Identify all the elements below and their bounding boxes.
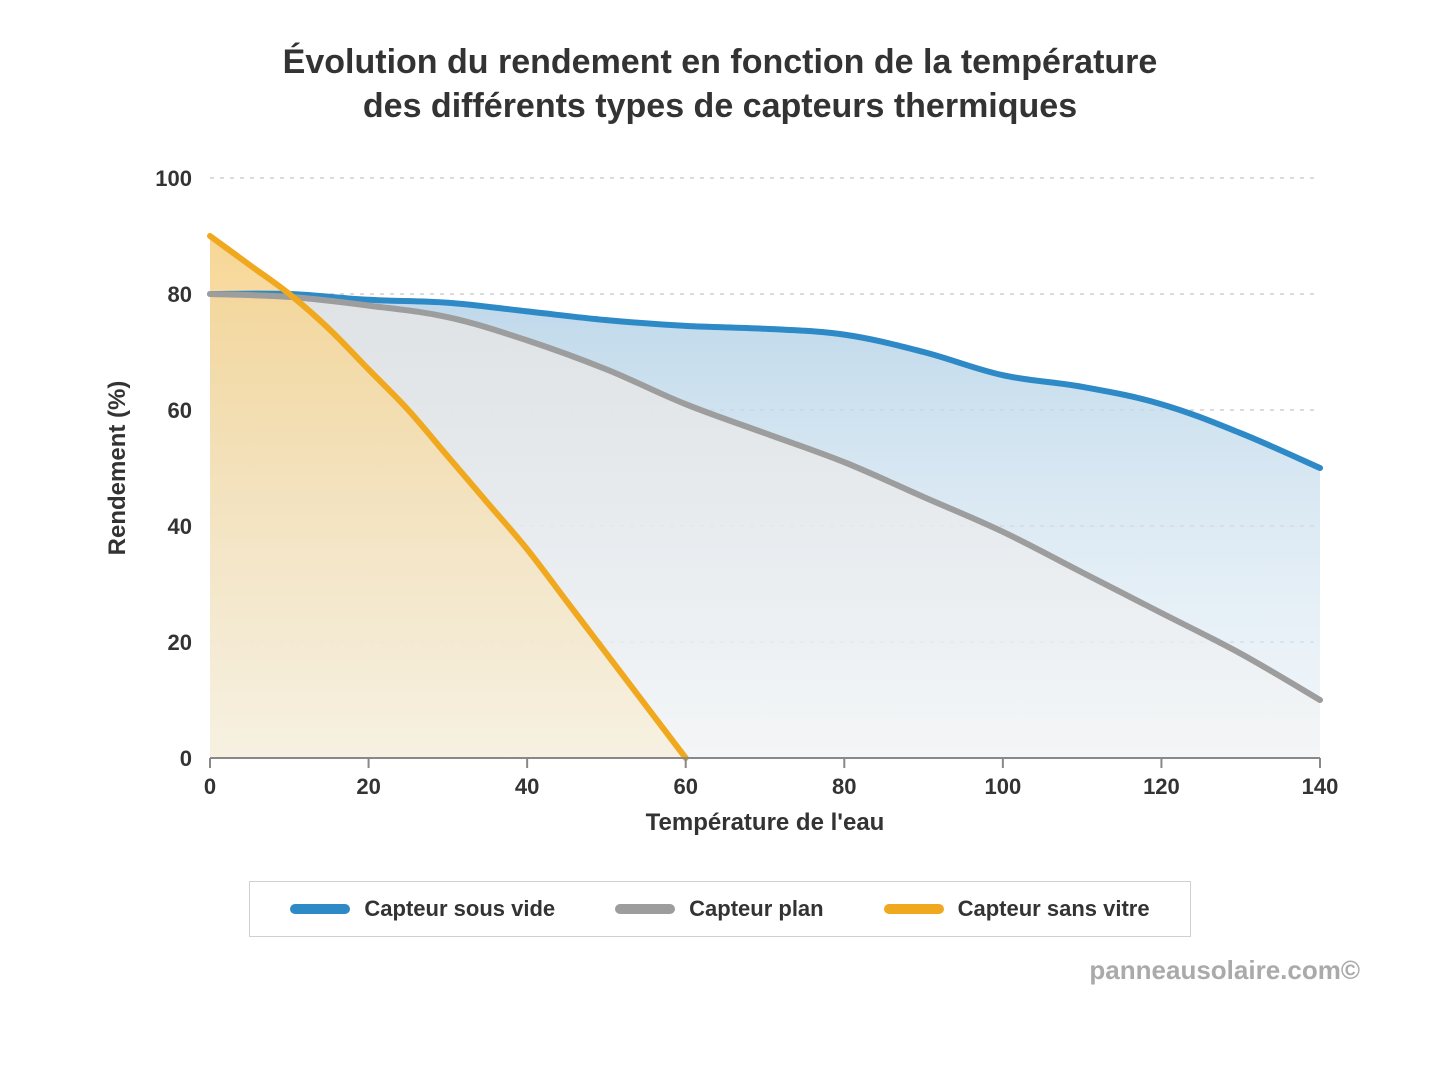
svg-text:20: 20 (356, 774, 380, 799)
efficiency-chart: 0 20 40 60 80 100 0 20 40 60 80 100 120 140 Températur… (80, 148, 1360, 848)
svg-text:80: 80 (168, 282, 192, 307)
legend-swatch (615, 904, 675, 914)
svg-text:60: 60 (673, 774, 697, 799)
legend-item-sans-vitre: Capteur sans vitre (884, 896, 1150, 922)
svg-text:120: 120 (1143, 774, 1180, 799)
legend-swatch (884, 904, 944, 914)
svg-text:40: 40 (515, 774, 539, 799)
svg-text:140: 140 (1302, 774, 1339, 799)
legend-item-sous-vide: Capteur sous vide (290, 896, 555, 922)
svg-text:80: 80 (832, 774, 856, 799)
svg-text:40: 40 (168, 514, 192, 539)
legend: Capteur sous vide Capteur plan Capteur s… (249, 881, 1190, 937)
svg-text:0: 0 (180, 746, 192, 771)
chart-area: 0 20 40 60 80 100 0 20 40 60 80 100 120 140 Températur… (80, 148, 1360, 853)
svg-text:60: 60 (168, 398, 192, 423)
svg-text:Température de l'eau: Température de l'eau (646, 809, 885, 836)
legend-swatch (290, 904, 350, 914)
legend-item-plan: Capteur plan (615, 896, 823, 922)
credit-text: panneausolaire.com© (60, 955, 1380, 986)
chart-title: Évolution du rendement en fonction de la… (283, 40, 1158, 128)
svg-text:20: 20 (168, 630, 192, 655)
legend-label: Capteur sans vitre (958, 896, 1150, 922)
svg-text:100: 100 (984, 774, 1021, 799)
svg-text:Rendement (%): Rendement (%) (104, 381, 131, 556)
legend-label: Capteur sous vide (364, 896, 555, 922)
page-container: Évolution du rendement en fonction de la… (0, 0, 1440, 1080)
svg-text:100: 100 (155, 166, 192, 191)
svg-text:0: 0 (204, 774, 216, 799)
legend-label: Capteur plan (689, 896, 823, 922)
